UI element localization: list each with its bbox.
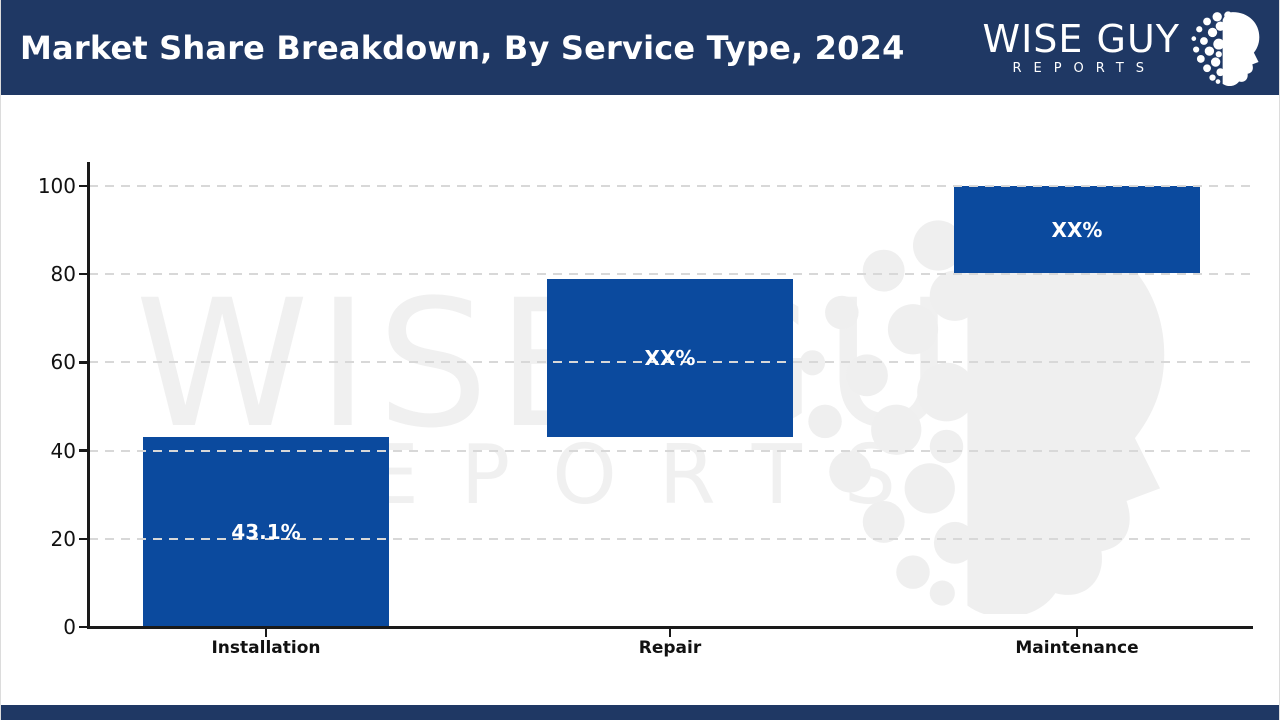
- gridline-100: [89, 185, 1253, 187]
- y-tick-mark: [79, 272, 89, 276]
- brand-logo-text: WISE GUY REPORTS: [983, 20, 1180, 75]
- y-tick-mark: [79, 184, 89, 188]
- bar-maintenance: [954, 186, 1200, 274]
- y-axis-tick-label: 60: [50, 350, 76, 375]
- y-axis-spine: [87, 162, 90, 629]
- brand-name: WISE GUY: [982, 17, 1180, 61]
- footer-bar: [0, 705, 1280, 720]
- y-tick-mark: [79, 361, 89, 364]
- x-axis-category-label: Repair: [638, 638, 702, 658]
- left-border: [0, 0, 1, 720]
- y-axis-tick-label: 40: [50, 438, 76, 463]
- y-tick-mark: [79, 537, 89, 541]
- brand-face-icon: [1186, 10, 1264, 86]
- brand-logo: WISE GUY REPORTS: [983, 10, 1280, 86]
- x-axis-spine: [87, 626, 1253, 629]
- bar-repair: [547, 279, 793, 437]
- brand-subname: REPORTS: [1012, 61, 1157, 76]
- gridline-20: [89, 537, 1253, 540]
- y-axis-tick-label: 0: [63, 615, 76, 639]
- y-tick-mark: [79, 625, 89, 629]
- y-axis-tick-label: 80: [50, 262, 76, 287]
- gridline-80: [89, 273, 1253, 276]
- bar-value-label: XX%: [1051, 217, 1103, 242]
- y-axis-tick-label: 20: [50, 526, 76, 551]
- gridline-60: [89, 361, 1253, 364]
- x-axis-category-label: Maintenance: [1015, 638, 1139, 658]
- x-tick-mark: [668, 629, 672, 637]
- y-tick-mark: [79, 449, 89, 452]
- x-tick-mark: [264, 629, 268, 637]
- header-bar: Market Share Breakdown, By Service Type,…: [0, 0, 1280, 95]
- x-tick-mark: [1075, 629, 1079, 637]
- gridline-40: [89, 449, 1253, 452]
- bar-value-label: XX%: [644, 345, 696, 370]
- x-axis-category-label: Installation: [211, 638, 321, 658]
- bar-value-label: 43.1%: [231, 519, 301, 544]
- y-axis-tick-label: 100: [37, 174, 76, 198]
- bar-installation: [143, 436, 389, 627]
- page-title: Market Share Breakdown, By Service Type,…: [20, 28, 905, 67]
